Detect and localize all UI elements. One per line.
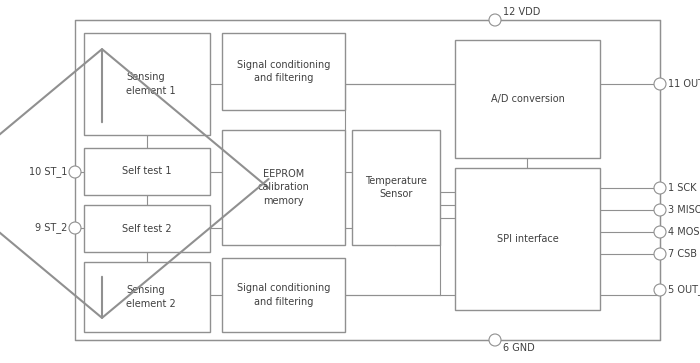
Circle shape bbox=[69, 222, 81, 234]
Text: SPI interface: SPI interface bbox=[496, 234, 559, 244]
Circle shape bbox=[654, 284, 666, 296]
Bar bbox=[75, 20, 660, 340]
Text: 7 CSB: 7 CSB bbox=[668, 249, 697, 259]
Text: Temperature
Sensor: Temperature Sensor bbox=[365, 176, 427, 199]
Circle shape bbox=[654, 226, 666, 238]
Text: EEPROM
calibration
memory: EEPROM calibration memory bbox=[258, 169, 309, 206]
Circle shape bbox=[489, 334, 501, 346]
Bar bbox=[84, 205, 210, 252]
Text: Signal conditioning
and filtering: Signal conditioning and filtering bbox=[237, 60, 330, 83]
Circle shape bbox=[654, 248, 666, 260]
Text: 9 ST_2: 9 ST_2 bbox=[34, 223, 67, 233]
Bar bbox=[84, 33, 210, 135]
Text: Self test 2: Self test 2 bbox=[122, 224, 172, 233]
Circle shape bbox=[489, 14, 501, 26]
Circle shape bbox=[654, 182, 666, 194]
Bar bbox=[84, 262, 210, 332]
Text: 12 VDD: 12 VDD bbox=[503, 7, 540, 17]
Text: A/D conversion: A/D conversion bbox=[491, 94, 564, 104]
Bar bbox=[455, 40, 600, 158]
Bar bbox=[455, 168, 600, 310]
Circle shape bbox=[654, 204, 666, 216]
Circle shape bbox=[654, 78, 666, 90]
Text: 1 SCK: 1 SCK bbox=[668, 183, 696, 193]
Bar bbox=[222, 258, 345, 332]
Text: Sensing
element 2: Sensing element 2 bbox=[126, 285, 176, 309]
Text: Self test 1: Self test 1 bbox=[122, 167, 172, 176]
Text: 3 MISO: 3 MISO bbox=[668, 205, 700, 215]
Text: Sensing
element 1: Sensing element 1 bbox=[126, 72, 176, 95]
Bar bbox=[352, 130, 440, 245]
Bar bbox=[222, 130, 345, 245]
Text: Signal conditioning
and filtering: Signal conditioning and filtering bbox=[237, 284, 330, 307]
Bar bbox=[84, 148, 210, 195]
Text: 6 GND: 6 GND bbox=[503, 343, 535, 353]
Text: 4 MOSI: 4 MOSI bbox=[668, 227, 700, 237]
Bar bbox=[222, 33, 345, 110]
Circle shape bbox=[69, 166, 81, 178]
Text: 11 OUT_1: 11 OUT_1 bbox=[668, 78, 700, 89]
Text: 5 OUT_2: 5 OUT_2 bbox=[668, 285, 700, 295]
Text: 10 ST_1: 10 ST_1 bbox=[29, 167, 67, 178]
